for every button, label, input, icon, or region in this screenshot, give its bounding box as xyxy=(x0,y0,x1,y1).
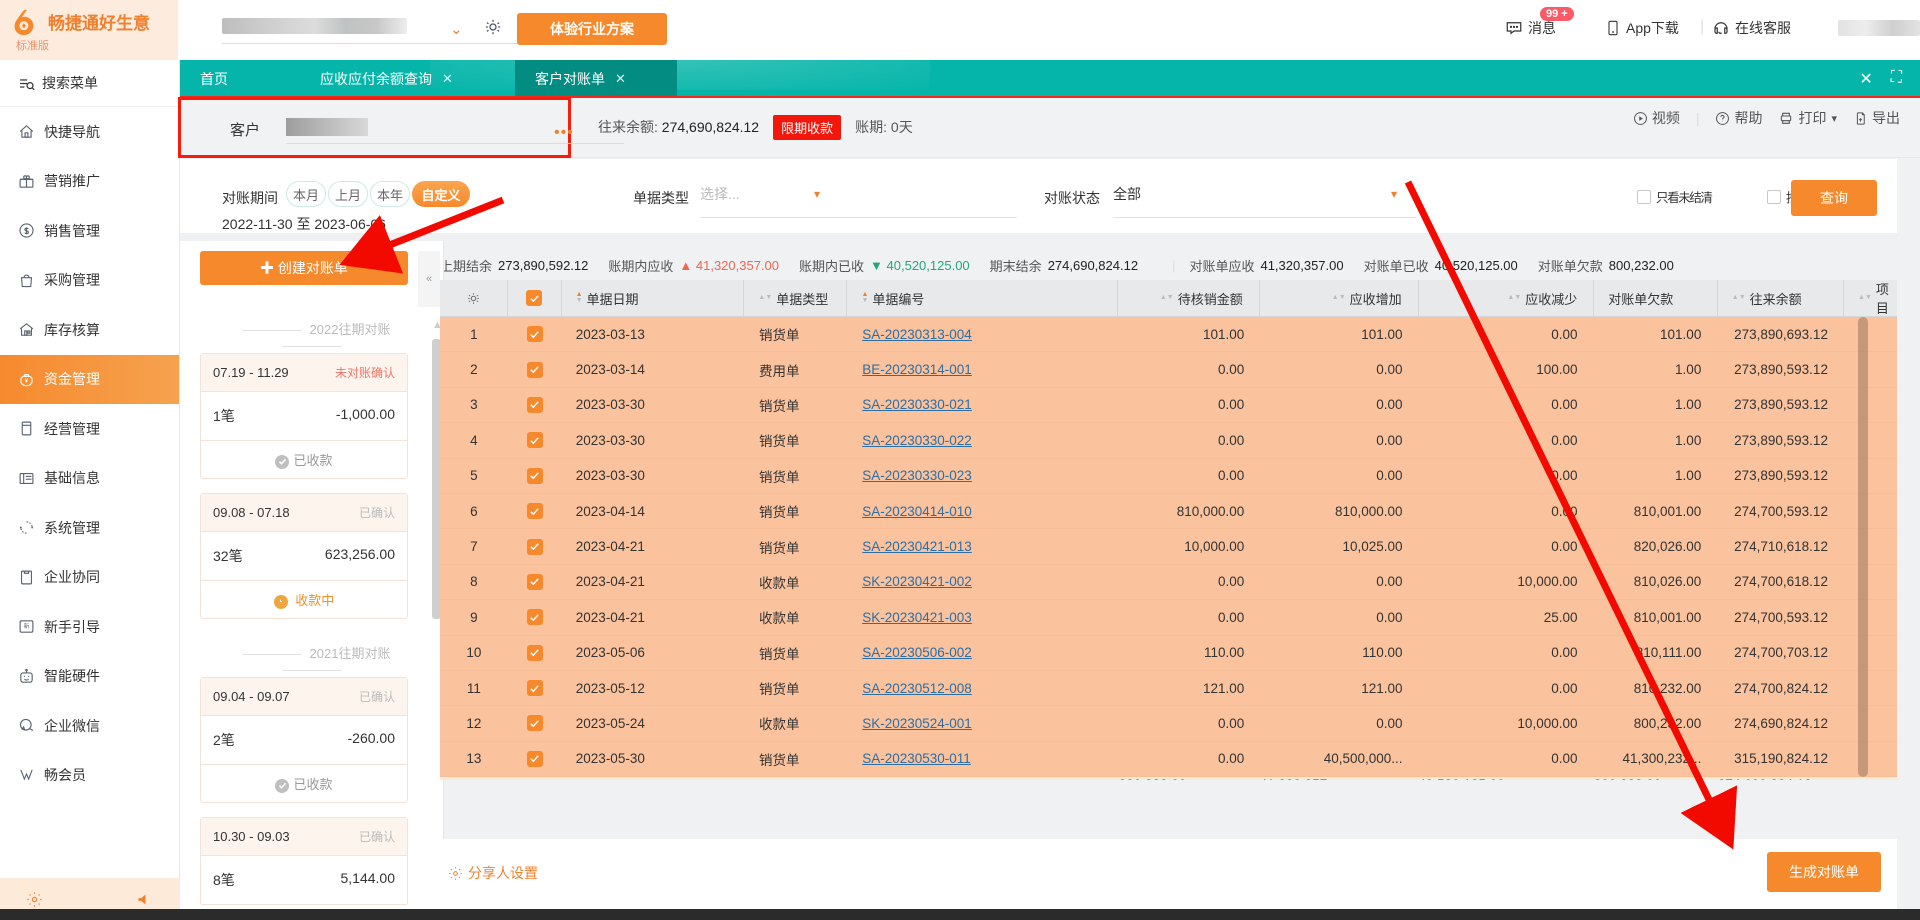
svg-text:¥: ¥ xyxy=(25,378,28,384)
svg-text:新: 新 xyxy=(24,622,30,630)
